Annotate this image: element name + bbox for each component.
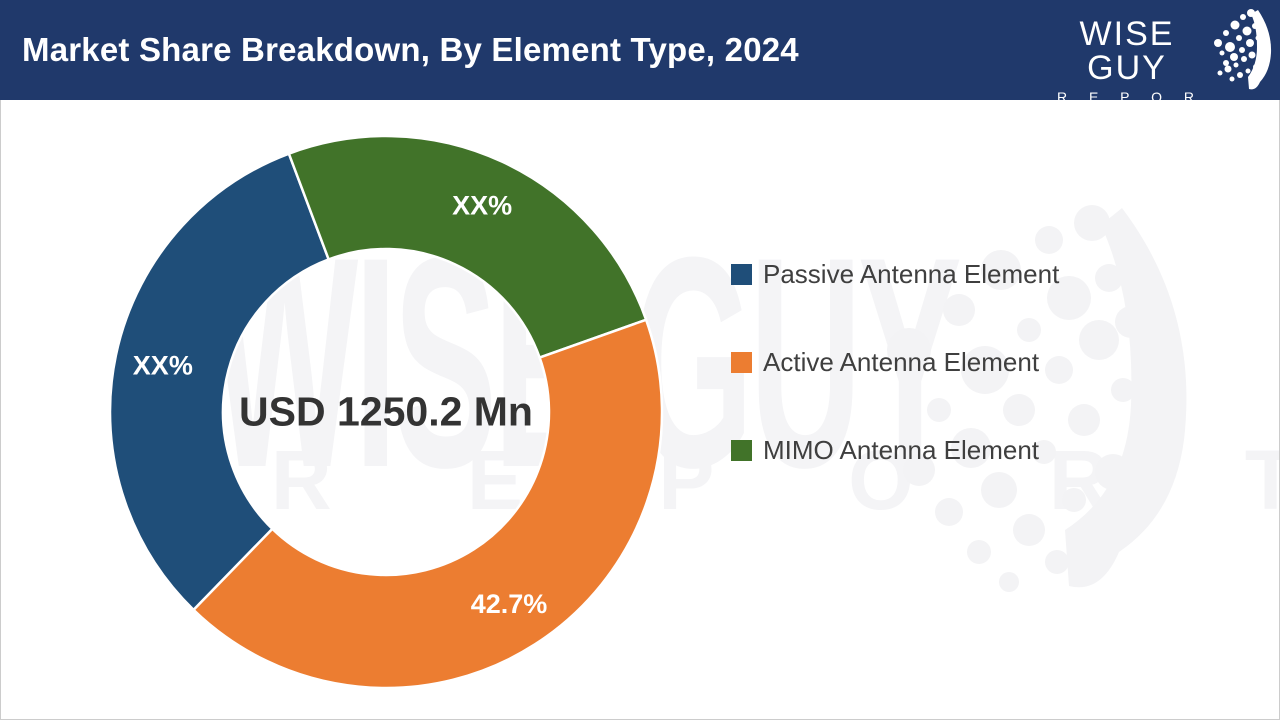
logo-reports-text: R E P O R T S bbox=[1056, 89, 1204, 119]
legend: Passive Antenna Element Active Antenna E… bbox=[731, 261, 1059, 525]
donut-center-value: USD 1250.2 Mn bbox=[239, 388, 533, 435]
legend-row-mimo: MIMO Antenna Element bbox=[731, 437, 1059, 463]
header-bar: Market Share Breakdown, By Element Type,… bbox=[0, 0, 1280, 118]
legend-label-passive: Passive Antenna Element bbox=[763, 259, 1060, 289]
legend-label-active: Active Antenna Element bbox=[763, 347, 1040, 377]
slice-label: XX% bbox=[452, 190, 512, 220]
donut-chart: XX% XX% 42.7% bbox=[108, 134, 664, 690]
donut-slice bbox=[108, 152, 331, 612]
slice-label: 42.7% bbox=[471, 589, 548, 619]
legend-row-passive: Passive Antenna Element bbox=[731, 261, 1059, 287]
chart-area: WISE GUY R E P O R T S XX%XX%42.7% USD 1… bbox=[0, 100, 1280, 720]
legend-swatch-passive bbox=[731, 263, 752, 285]
watermark-face-icon bbox=[887, 205, 1187, 592]
donut-slice bbox=[191, 318, 664, 690]
logo-face-icon bbox=[1214, 9, 1272, 90]
legend-label-mimo: MIMO Antenna Element bbox=[763, 435, 1040, 465]
slice-label: XX% bbox=[133, 350, 193, 380]
legend-swatch-active bbox=[731, 351, 752, 373]
chart-title: Market Share Breakdown, By Element Type,… bbox=[22, 31, 799, 68]
legend-swatch-mimo bbox=[731, 439, 752, 461]
logo-wiseguy-text: WISE GUY bbox=[1079, 15, 1175, 87]
wiseguy-logo: WISE GUY R E P O R T S bbox=[1038, 17, 1216, 118]
donut-slice bbox=[287, 134, 648, 360]
legend-row-active: Active Antenna Element bbox=[731, 349, 1059, 375]
